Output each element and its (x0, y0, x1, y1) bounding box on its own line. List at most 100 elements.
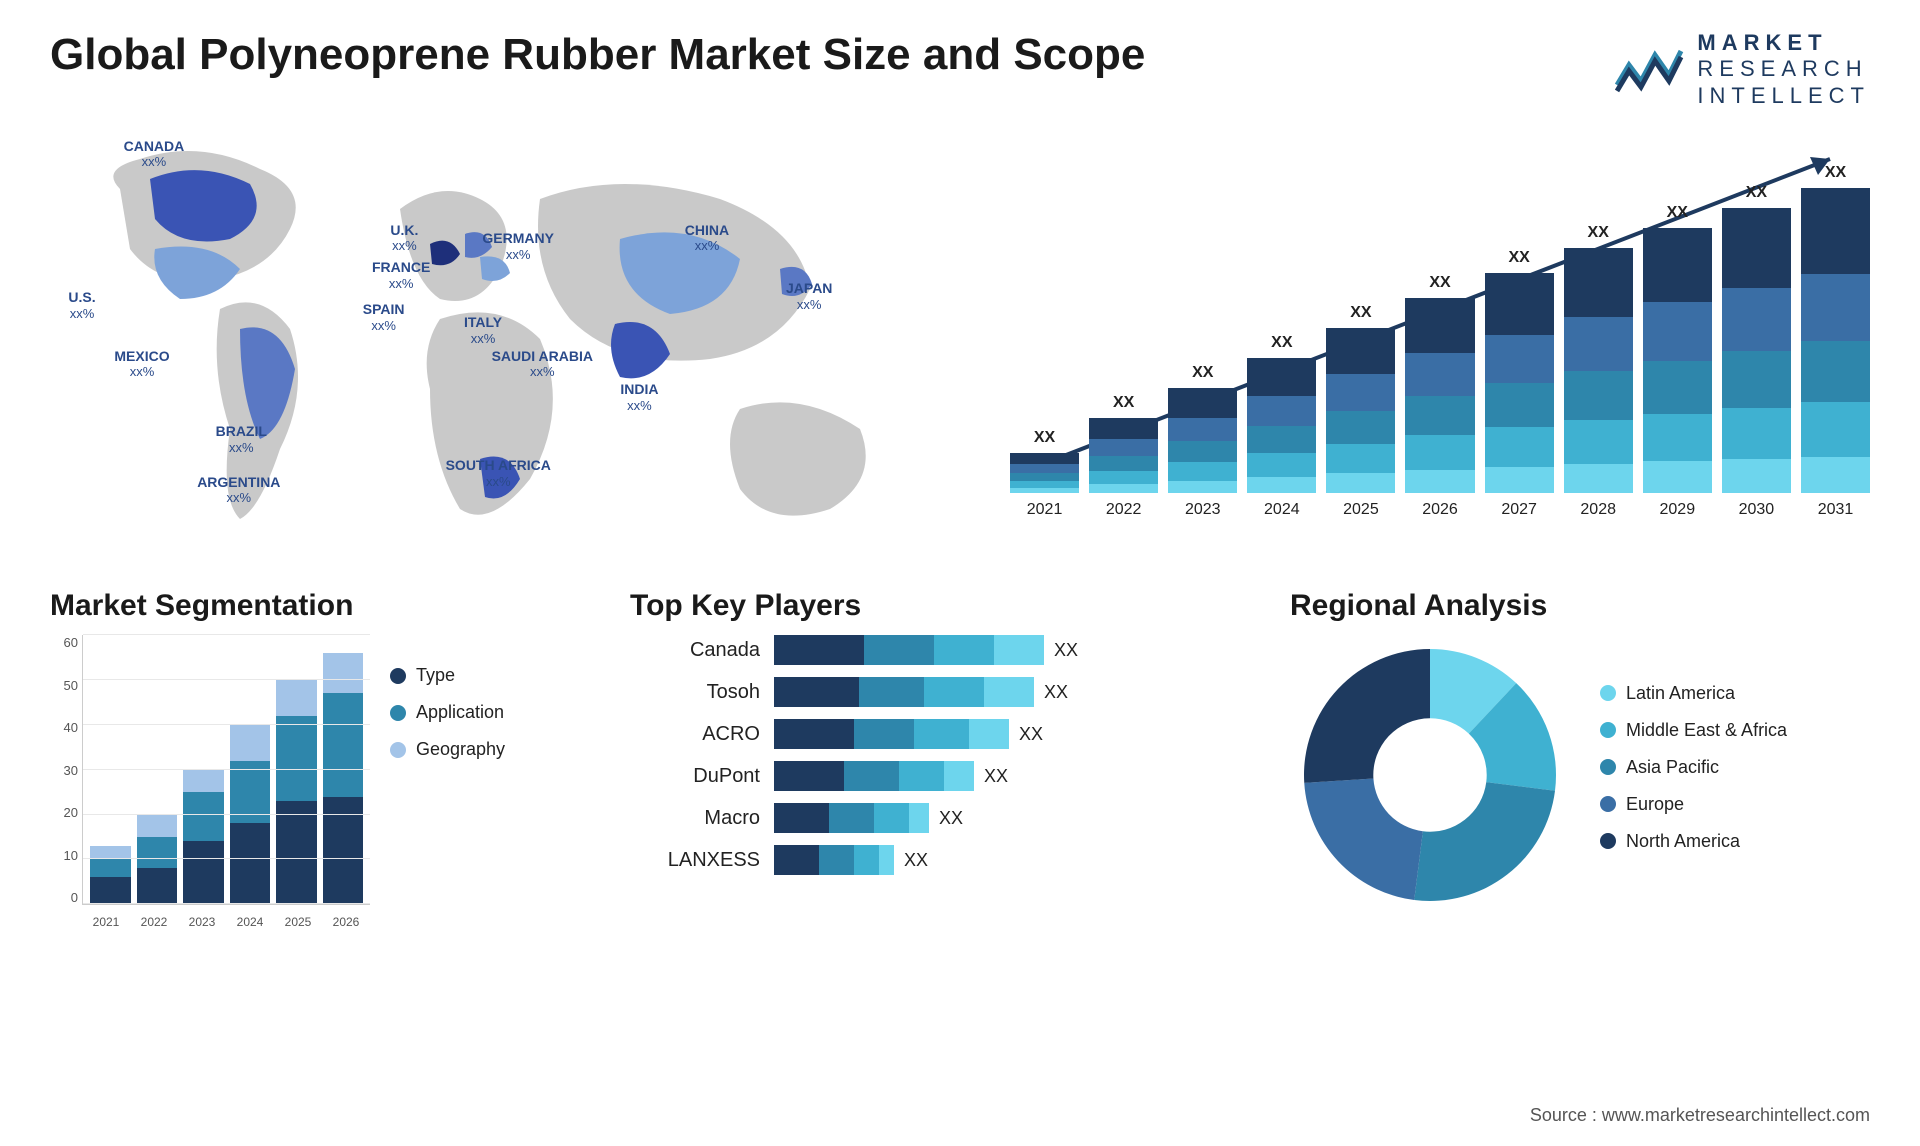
player-bar (774, 845, 894, 875)
growth-segment (1485, 427, 1554, 467)
seg-bar (323, 635, 364, 904)
growth-segment (1643, 414, 1712, 462)
seg-segment (137, 815, 178, 837)
seg-segment (276, 716, 317, 801)
legend-label: Application (416, 702, 504, 723)
map-label: BRAZILxx% (216, 423, 267, 455)
seg-segment (183, 792, 224, 841)
legend-label: Geography (416, 739, 505, 760)
growth-segment (1326, 444, 1395, 474)
growth-value-label: XX (1113, 394, 1134, 412)
seg-segment (90, 877, 131, 904)
growth-value-label: XX (1429, 274, 1450, 292)
seg-ytick: 50 (64, 678, 78, 693)
brand-logo: MARKET RESEARCH INTELLECT (1615, 30, 1870, 109)
growth-bar: XX2022 (1089, 394, 1158, 519)
legend-label: Latin America (1626, 683, 1735, 704)
seg-bar (276, 635, 317, 904)
growth-segment (1643, 228, 1712, 302)
seg-ytick: 0 (71, 890, 78, 905)
player-name: Macro (630, 807, 760, 830)
top-row: CANADAxx%U.S.xx%MEXICOxx%BRAZILxx%ARGENT… (50, 129, 1870, 549)
player-value: XX (939, 808, 963, 829)
growth-bar: XX2031 (1801, 164, 1870, 519)
growth-segment (1485, 467, 1554, 493)
growth-bar: XX 2024 (1247, 334, 1316, 519)
players-title: Top Key Players (630, 589, 1250, 623)
growth-segment (1326, 411, 1395, 444)
legend-item: Middle East & Africa (1600, 720, 1870, 741)
map-label: ITALYxx% (464, 314, 502, 346)
player-segment (774, 761, 844, 791)
growth-year-label: 2026 (1422, 501, 1458, 519)
growth-segment (1089, 439, 1158, 456)
seg-ytick: 40 (64, 720, 78, 735)
growth-segment (1722, 351, 1791, 408)
player-row: CanadaXX (630, 635, 1250, 665)
player-row: Macro XX (630, 803, 1250, 833)
player-bar (774, 803, 929, 833)
donut-segment (1304, 779, 1423, 900)
growth-segment (1722, 208, 1791, 288)
legend-item: Application (390, 702, 590, 723)
legend-item: North America (1600, 831, 1870, 852)
growth-year-label: 2028 (1580, 501, 1616, 519)
legend-item: Geography (390, 739, 590, 760)
seg-gridline (83, 769, 370, 770)
growth-segment (1405, 353, 1474, 396)
player-bar (774, 761, 974, 791)
map-label: ARGENTINAxx% (197, 474, 280, 506)
growth-value-label: XX (1271, 334, 1292, 352)
legend-item: Europe (1600, 794, 1870, 815)
growth-segment (1643, 361, 1712, 414)
growth-segment (1564, 464, 1633, 493)
player-segment (899, 761, 944, 791)
seg-xtick: 2024 (237, 915, 264, 935)
map-label: SOUTH AFRICAxx% (446, 457, 551, 489)
seg-segment (230, 823, 271, 904)
player-row: LANXESSXX (630, 845, 1250, 875)
growth-year-label: 2029 (1660, 501, 1696, 519)
growth-segment (1247, 358, 1316, 396)
growth-segment (1010, 464, 1079, 473)
players-section: Top Key Players CanadaXXTosohXXACROXXDuP… (630, 589, 1250, 935)
seg-gridline (83, 679, 370, 680)
donut-segment (1414, 782, 1555, 901)
legend-item: Latin America (1600, 683, 1870, 704)
player-segment (969, 719, 1009, 749)
player-bar (774, 677, 1034, 707)
donut-segment (1304, 649, 1430, 783)
map-label: INDIAxx% (620, 381, 658, 413)
map-label: GERMANYxx% (482, 230, 554, 262)
seg-segment (276, 801, 317, 904)
player-name: Canada (630, 639, 760, 662)
seg-xtick: 2025 (285, 915, 312, 935)
player-segment (984, 677, 1034, 707)
player-segment (994, 635, 1044, 665)
seg-segment (183, 770, 224, 792)
regional-donut (1290, 635, 1570, 915)
growth-segment (1801, 274, 1870, 341)
growth-segment (1010, 473, 1079, 481)
growth-segment (1326, 328, 1395, 374)
seg-ytick: 20 (64, 805, 78, 820)
player-value: XX (984, 766, 1008, 787)
legend-dot-icon (1600, 685, 1616, 701)
player-segment (874, 803, 909, 833)
growth-bar: XX2023 (1168, 364, 1237, 519)
segmentation-section: Market Segmentation 6050403020100 202120… (50, 589, 590, 935)
player-row: DuPontXX (630, 761, 1250, 791)
legend-dot-icon (390, 742, 406, 758)
growth-year-label: 2024 (1264, 501, 1300, 519)
growth-segment (1405, 435, 1474, 470)
player-segment (909, 803, 929, 833)
seg-segment (276, 680, 317, 716)
regional-section: Regional Analysis Latin AmericaMiddle Ea… (1290, 589, 1870, 935)
player-segment (859, 677, 924, 707)
growth-segment (1405, 298, 1474, 353)
growth-segment (1801, 188, 1870, 273)
player-segment (854, 719, 914, 749)
growth-value-label: XX (1667, 204, 1688, 222)
growth-bar: XX2025 (1326, 304, 1395, 519)
legend-item: Type (390, 665, 590, 686)
